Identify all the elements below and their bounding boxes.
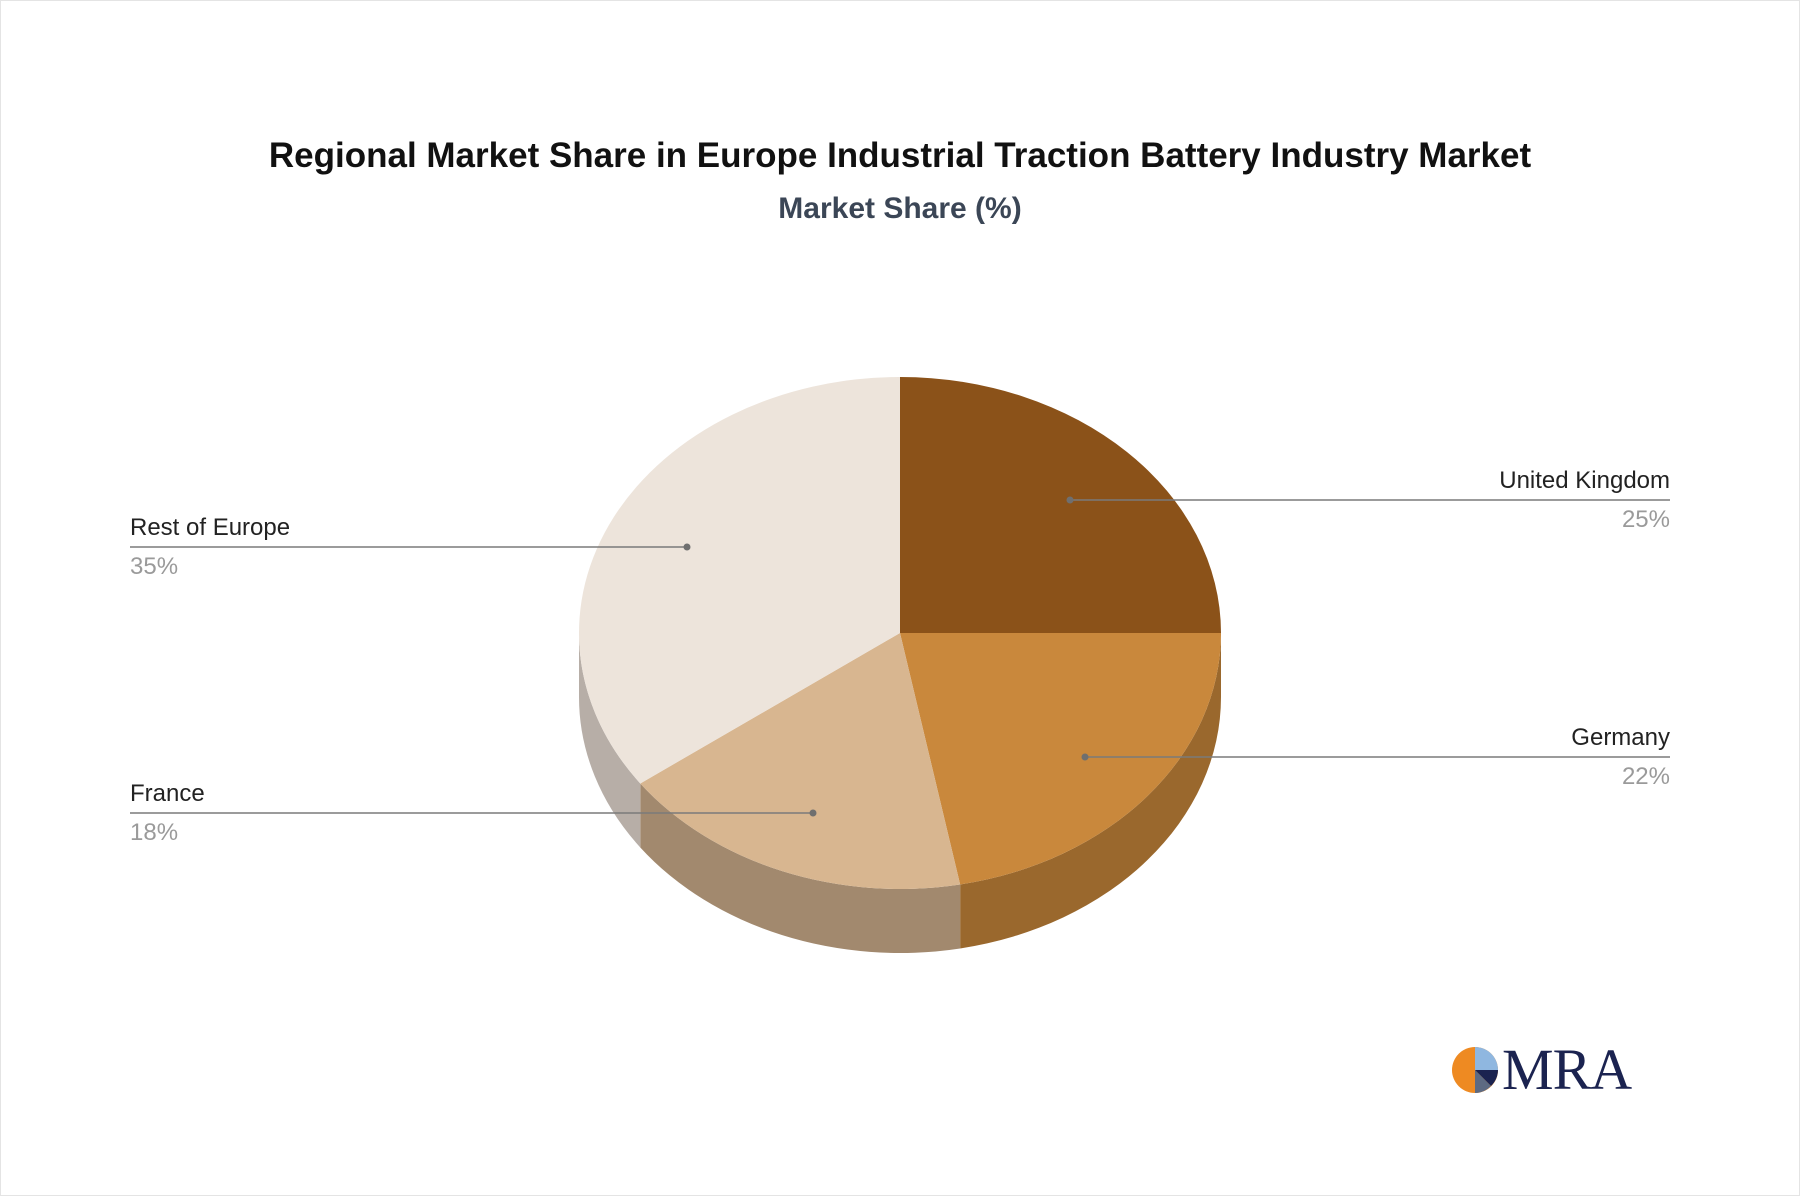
- leader-dot-rest-of-europe: [683, 543, 691, 551]
- label-united-kingdom: United Kingdom: [1499, 467, 1670, 494]
- pie-side-germany: [960, 633, 1221, 949]
- logo-text: MRA: [1502, 1037, 1632, 1102]
- pie-slice-rest-of-europe[interactable]: [579, 377, 900, 784]
- leader-dot-france: [809, 809, 817, 817]
- logo-pie-icon: [1452, 1047, 1498, 1093]
- pie-slice-germany[interactable]: [900, 633, 1221, 885]
- value-france: 18%: [130, 819, 178, 846]
- pie-slices: [579, 377, 1221, 889]
- leader-dot-germany: [1081, 753, 1089, 761]
- chart-title: Regional Market Share in Europe Industri…: [268, 136, 1532, 175]
- label-germany: Germany: [1571, 724, 1670, 751]
- mra-logo: MRA: [1450, 1040, 1650, 1100]
- label-rest-of-europe: Rest of Europe: [130, 514, 290, 541]
- value-united-kingdom: 25%: [1622, 506, 1670, 533]
- pie-side-france: [640, 783, 961, 953]
- pie-slice-france[interactable]: [640, 633, 961, 889]
- leader-dot-united-kingdom: [1066, 496, 1074, 504]
- pie-leader-lines: [130, 496, 1670, 817]
- pie-sides: [579, 633, 1221, 953]
- pie-labels: United Kingdom 25% Germany 22% France 18% Rest…: [130, 467, 1670, 846]
- chart-subtitle: Market Share (%): [778, 192, 1022, 225]
- pie-slice-united-kingdom[interactable]: [900, 377, 1221, 633]
- value-germany: 22%: [1622, 763, 1670, 790]
- value-rest-of-europe: 35%: [130, 553, 178, 580]
- pie-side-rest-of-europe: [579, 633, 641, 848]
- label-france: France: [130, 780, 205, 807]
